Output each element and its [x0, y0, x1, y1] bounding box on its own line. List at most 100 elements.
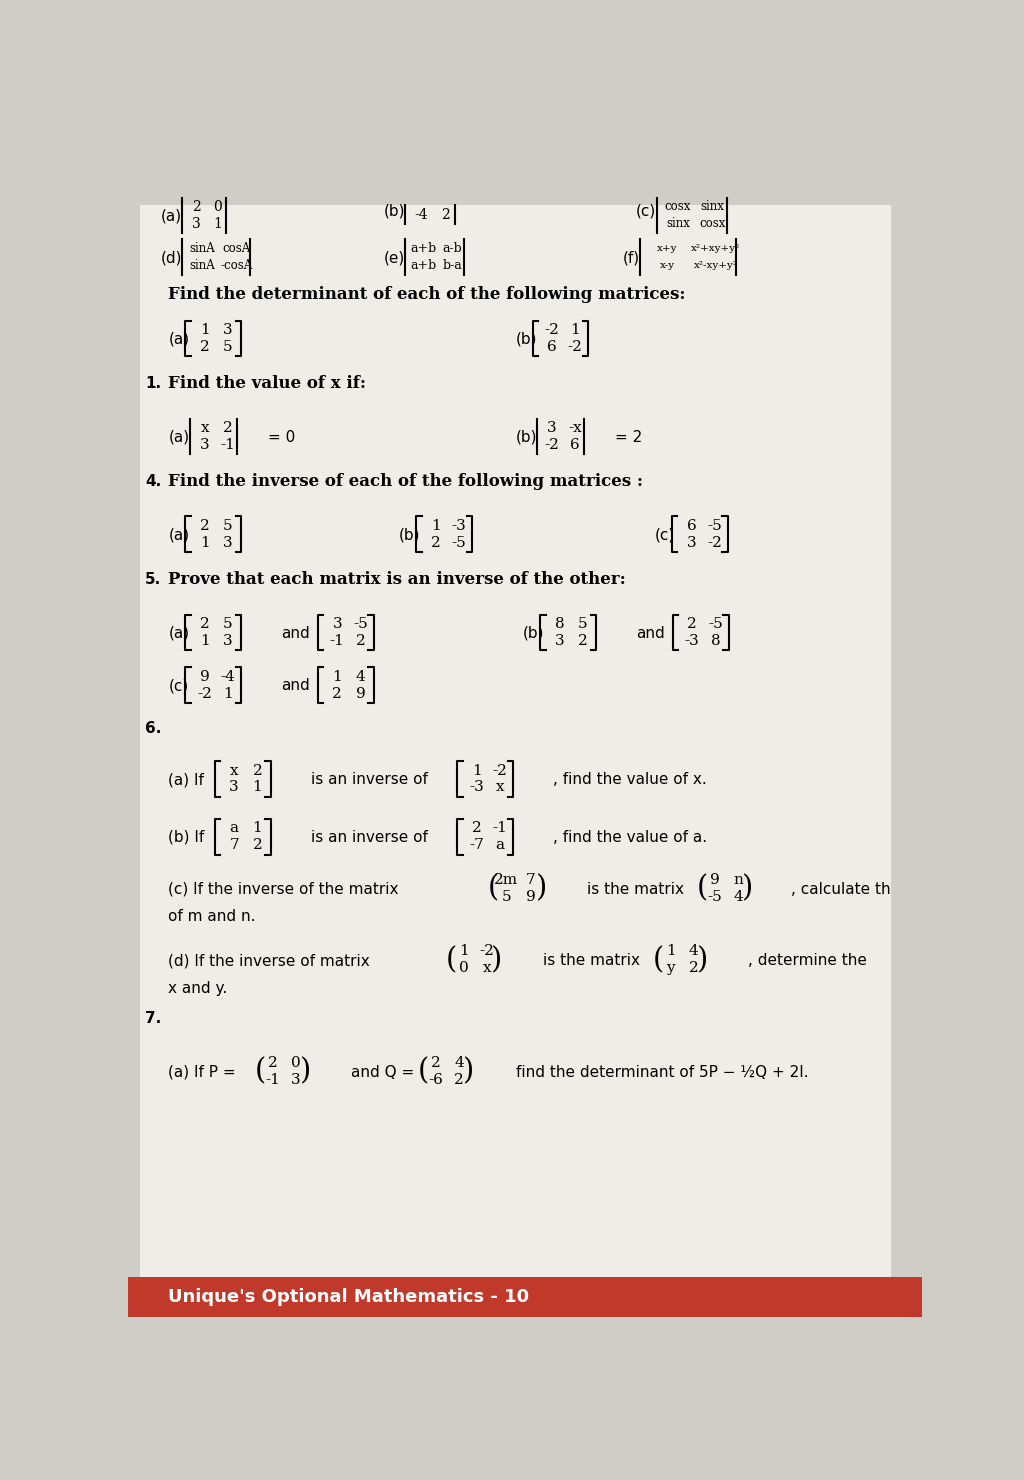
Text: 5: 5: [223, 617, 232, 630]
Text: 3: 3: [555, 633, 564, 648]
Text: -1: -1: [493, 821, 508, 835]
Text: (b): (b): [523, 626, 545, 641]
Text: (a): (a): [161, 209, 181, 223]
Text: x+y: x+y: [657, 244, 678, 253]
Text: x and y.: x and y.: [168, 981, 227, 996]
Text: 2: 2: [253, 764, 262, 777]
Text: Find the determinant of each of the following matrices:: Find the determinant of each of the foll…: [168, 286, 686, 303]
Text: , find the value of x.: , find the value of x.: [554, 773, 708, 787]
Text: Unique's Optional Mathematics - 10: Unique's Optional Mathematics - 10: [168, 1288, 529, 1307]
Text: 1.: 1.: [145, 376, 161, 391]
Text: cosx: cosx: [665, 200, 691, 213]
Text: -2: -2: [545, 323, 559, 337]
Text: sinx: sinx: [700, 200, 725, 213]
Text: -4: -4: [220, 669, 236, 684]
Text: 9: 9: [200, 669, 210, 684]
Text: (d): (d): [161, 250, 182, 265]
Text: 3: 3: [292, 1073, 301, 1086]
Text: 3: 3: [200, 438, 210, 451]
FancyBboxPatch shape: [128, 1277, 922, 1317]
Text: sinA: sinA: [189, 259, 215, 272]
Text: 4: 4: [689, 944, 698, 959]
Text: -4: -4: [414, 207, 428, 222]
Text: 0: 0: [214, 200, 222, 215]
Text: x: x: [482, 962, 492, 975]
Text: cosA: cosA: [222, 241, 251, 255]
Text: -2: -2: [708, 536, 722, 549]
Text: 5: 5: [223, 340, 232, 354]
Text: 8: 8: [711, 633, 720, 648]
Text: 1: 1: [253, 821, 262, 835]
Text: -2: -2: [545, 438, 559, 451]
Text: (b): (b): [399, 527, 421, 542]
Text: 1: 1: [472, 764, 481, 777]
Text: a: a: [496, 838, 505, 852]
Text: 0: 0: [459, 962, 468, 975]
Text: 2: 2: [223, 420, 232, 435]
Text: -5: -5: [708, 617, 723, 630]
Text: ): ): [490, 946, 502, 974]
Text: 1: 1: [431, 518, 440, 533]
Text: and: and: [282, 626, 310, 641]
Text: 2: 2: [431, 536, 440, 549]
Text: 6: 6: [686, 518, 696, 533]
Text: a+b: a+b: [411, 241, 436, 255]
Text: Find the inverse of each of the following matrices :: Find the inverse of each of the followin…: [168, 474, 643, 490]
Text: -5: -5: [708, 889, 722, 904]
Text: sinx: sinx: [666, 218, 690, 231]
Text: 1: 1: [253, 780, 262, 795]
Text: 3: 3: [223, 323, 232, 337]
Text: -2: -2: [479, 944, 495, 959]
Text: 5: 5: [502, 889, 511, 904]
Text: 3: 3: [223, 536, 232, 549]
FancyBboxPatch shape: [139, 204, 891, 1291]
Text: 3: 3: [223, 633, 232, 648]
Text: (a): (a): [168, 527, 189, 542]
Text: x: x: [496, 780, 504, 795]
Text: 2: 2: [268, 1057, 278, 1070]
Text: 2: 2: [441, 207, 451, 222]
Text: 7: 7: [229, 838, 239, 852]
Text: -1: -1: [220, 438, 236, 451]
Text: (c): (c): [168, 678, 188, 693]
Text: ): ): [536, 875, 547, 903]
Text: (: (: [445, 946, 457, 974]
Text: (: (: [652, 946, 664, 974]
Text: 2: 2: [200, 340, 210, 354]
Text: -6: -6: [428, 1073, 443, 1086]
Text: a+b: a+b: [411, 259, 436, 272]
Text: 2: 2: [191, 200, 201, 215]
Text: 3: 3: [191, 216, 201, 231]
Text: 9: 9: [355, 687, 366, 700]
Text: 0: 0: [291, 1057, 301, 1070]
Text: -3: -3: [469, 780, 484, 795]
Text: -5: -5: [353, 617, 368, 630]
Text: is an inverse of: is an inverse of: [311, 830, 428, 845]
Text: 5: 5: [223, 518, 232, 533]
Text: -2: -2: [198, 687, 212, 700]
Text: and: and: [636, 626, 666, 641]
Text: 7: 7: [526, 873, 536, 887]
Text: -x: -x: [568, 420, 582, 435]
Text: (: (: [487, 875, 499, 903]
Text: (a): (a): [168, 626, 189, 641]
Text: ): ): [463, 1058, 474, 1085]
Text: 9: 9: [710, 873, 720, 887]
Text: x-y: x-y: [659, 260, 675, 269]
Text: (c): (c): [655, 527, 675, 542]
Text: -cosA: -cosA: [220, 259, 253, 272]
Text: 5: 5: [579, 617, 588, 630]
Text: 2: 2: [200, 518, 210, 533]
Text: 1: 1: [200, 536, 210, 549]
Text: -3: -3: [452, 518, 466, 533]
Text: 6: 6: [570, 438, 580, 451]
Text: 3: 3: [333, 617, 342, 630]
Text: 2: 2: [472, 821, 481, 835]
Text: -2: -2: [493, 764, 508, 777]
Text: (a) If P =: (a) If P =: [168, 1064, 236, 1080]
Text: x²-xy+y²: x²-xy+y²: [693, 260, 737, 269]
Text: 2: 2: [200, 617, 210, 630]
Text: and: and: [282, 678, 310, 693]
Text: (c) If the inverse of the matrix: (c) If the inverse of the matrix: [168, 882, 398, 897]
Text: 1: 1: [223, 687, 232, 700]
